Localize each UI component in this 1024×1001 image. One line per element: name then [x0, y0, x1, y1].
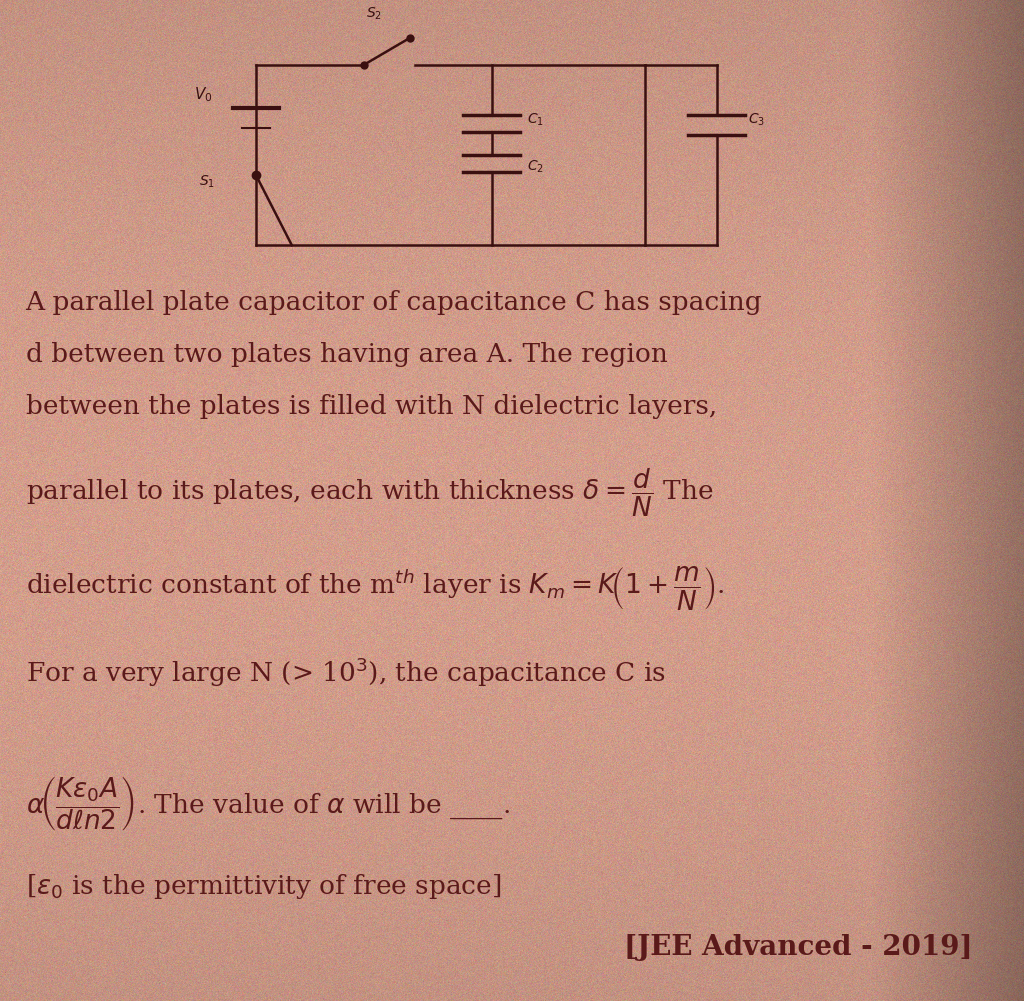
- Text: $V_0$: $V_0$: [195, 86, 213, 104]
- Text: $\alpha\!\left(\dfrac{K\epsilon_0 A}{d\ell n2}\right)$. The value of $\alpha$ wi: $\alpha\!\left(\dfrac{K\epsilon_0 A}{d\e…: [26, 775, 510, 833]
- Text: $S_2$: $S_2$: [366, 6, 382, 22]
- Text: $C_1$: $C_1$: [527, 112, 545, 128]
- Text: For a very large N (> 10$^3$), the capacitance C is: For a very large N (> 10$^3$), the capac…: [26, 656, 666, 689]
- Text: dielectric constant of the m$^{th}$ layer is $K_m = K\!\left(1+\dfrac{m}{N}\righ: dielectric constant of the m$^{th}$ laye…: [26, 564, 724, 612]
- Text: A parallel plate capacitor of capacitance C has spacing: A parallel plate capacitor of capacitanc…: [26, 290, 762, 315]
- Text: $C_3$: $C_3$: [748, 112, 765, 128]
- Text: d between two plates having area A. The region: d between two plates having area A. The …: [26, 342, 668, 367]
- Text: between the plates is filled with N dielectric layers,: between the plates is filled with N diel…: [26, 394, 717, 419]
- Text: parallel to its plates, each with thickness $\delta = \dfrac{d}{N}$ The: parallel to its plates, each with thickn…: [26, 466, 714, 519]
- Text: $S_1$: $S_1$: [199, 174, 215, 190]
- Text: [JEE Advanced - 2019]: [JEE Advanced - 2019]: [625, 934, 973, 961]
- Text: $C_2$: $C_2$: [527, 159, 545, 175]
- Text: [$\epsilon_0$ is the permittivity of free space]: [$\epsilon_0$ is the permittivity of fre…: [26, 872, 501, 901]
